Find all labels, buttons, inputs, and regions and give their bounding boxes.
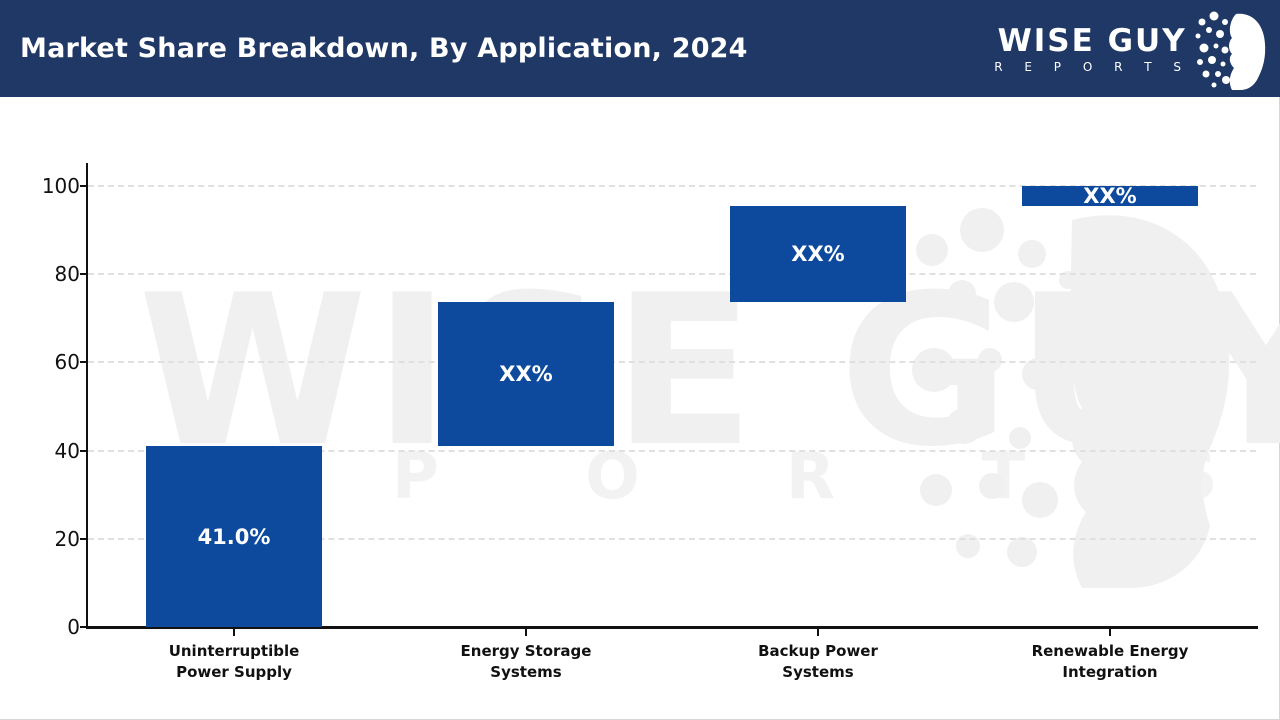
bar-value-label: XX% — [1083, 184, 1137, 209]
bar-segment — [1022, 186, 1198, 207]
y-tick — [80, 537, 87, 540]
y-axis-line — [86, 163, 88, 629]
y-tick-label: 100 — [41, 174, 80, 198]
bar-segment — [438, 301, 614, 447]
y-tick-label: 0 — [67, 615, 80, 639]
y-tick — [80, 626, 87, 628]
x-category-label: Uninterruptible Power Supply — [168, 642, 300, 681]
x-tick — [233, 629, 235, 636]
x-tick — [525, 629, 527, 636]
y-tick — [80, 449, 87, 452]
gridline — [88, 361, 1256, 364]
bar-segment — [730, 206, 906, 302]
x-category-label: Energy Storage Systems — [460, 642, 592, 681]
bar-value-label: 41.0% — [197, 524, 271, 549]
bar-value-label: XX% — [499, 362, 553, 387]
gridline — [88, 273, 1256, 276]
y-tick — [80, 185, 87, 187]
y-tick — [80, 273, 87, 276]
gridline — [88, 185, 1256, 187]
brand-name: WISE GUY — [997, 22, 1187, 59]
y-tick-label: 60 — [54, 350, 80, 375]
chart-title: Market Share Breakdown, By Application, … — [20, 33, 748, 64]
brand-face-icon — [1195, 11, 1266, 90]
bar-value-label: XX% — [791, 242, 845, 267]
brand-logo: WISE GUY R E P O R T S — [994, 6, 1266, 92]
x-category-label: Backup Power Systems — [758, 642, 878, 681]
y-tick-label: 80 — [54, 262, 80, 287]
y-tick-label: 40 — [54, 438, 80, 463]
brand-logo-text: WISE GUY R E P O R T S — [994, 24, 1190, 75]
gridline — [88, 449, 1256, 452]
header-bar: Market Share Breakdown, By Application, … — [0, 0, 1280, 97]
gridline — [88, 537, 1256, 540]
x-tick — [817, 629, 819, 636]
x-axis-line — [86, 626, 1258, 629]
y-tick — [80, 361, 87, 364]
brand-subtitle: R E P O R T S — [994, 59, 1190, 74]
x-category-label: Renewable Energy Integration — [1031, 642, 1189, 681]
watermark-face-icon — [896, 208, 1230, 588]
x-tick — [1109, 629, 1111, 636]
y-tick-label: 20 — [54, 526, 80, 551]
bar-segment — [146, 446, 322, 627]
